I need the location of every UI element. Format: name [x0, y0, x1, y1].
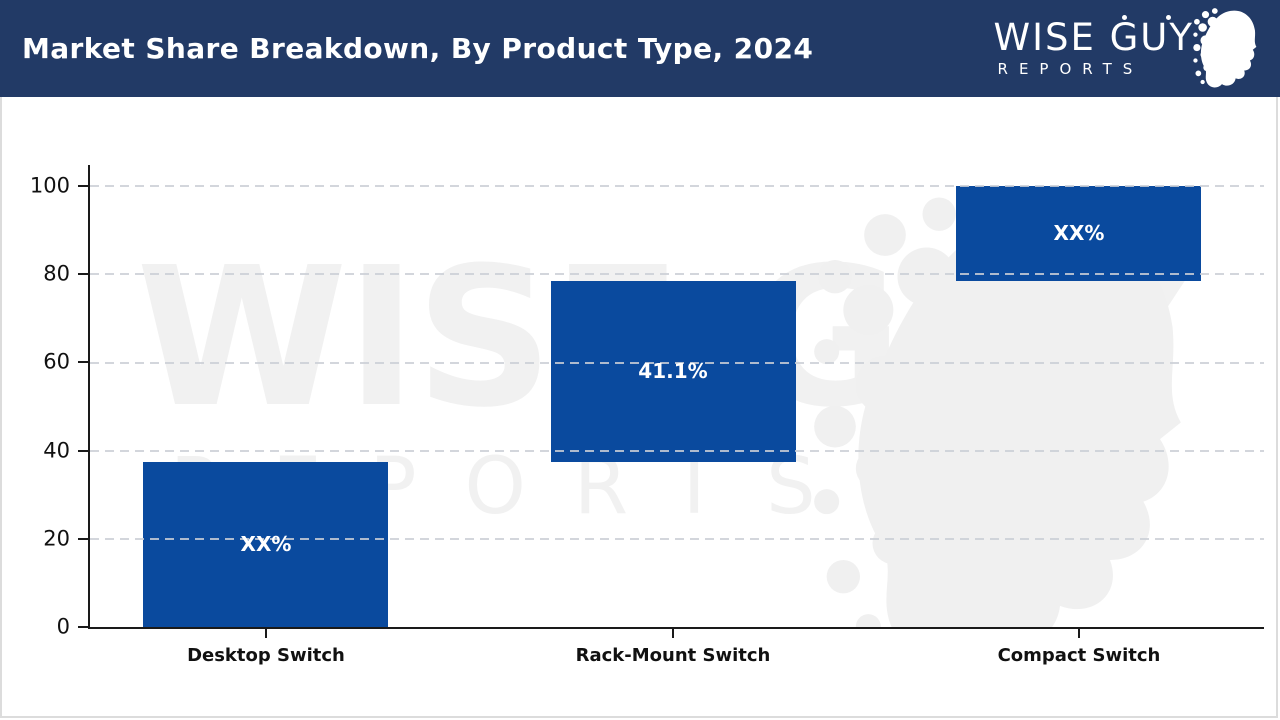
logo-u-dot-icon [1121, 15, 1127, 20]
gridline-40 [90, 449, 1264, 452]
bar-compact-switch [956, 186, 1202, 281]
logo-text: WISE GUY REPORTS [993, 15, 1194, 78]
logo-wordmark: WISE GUY [993, 16, 1194, 59]
bar-value-label: XX% [1053, 221, 1105, 246]
y-tick-mark [78, 449, 88, 452]
gridline-20 [90, 537, 1264, 540]
y-tick-mark [78, 273, 88, 276]
y-tick-label: 0 [56, 614, 70, 639]
gridline-100 [90, 185, 1264, 188]
gridline-60 [90, 361, 1264, 364]
y-tick-label: 80 [43, 261, 70, 286]
logo-subtext: REPORTS [997, 60, 1144, 78]
header-bar: Market Share Breakdown, By Product Type,… [0, 0, 1280, 97]
x-tick-mark [1077, 629, 1080, 638]
x-tick-mark [672, 629, 674, 638]
x-category-label: Desktop Switch [187, 645, 345, 666]
bar-rack-mount-switch [550, 280, 796, 462]
bar-value-label: 41.1% [638, 359, 708, 384]
gridline-80 [90, 273, 1264, 276]
x-category-label: Rack-Mount Switch [575, 645, 771, 666]
chart-plot-area: WISE GUY REPORTS XX%41.1%XX% 02040608010… [30, 165, 1264, 666]
x-category-label: Compact Switch [997, 645, 1161, 666]
x-tick-mark [264, 629, 267, 638]
wise-guy-logo: WISE GUY REPORTS [994, 6, 1266, 92]
y-tick-mark [78, 185, 88, 188]
page-title: Market Share Breakdown, By Product Type,… [22, 32, 814, 65]
logo-head-icon [1193, 7, 1257, 87]
y-tick-mark [78, 537, 88, 540]
y-tick-label: 60 [43, 349, 70, 374]
logo-y-dot-icon [1165, 15, 1171, 20]
plot-clip: WISE GUY REPORTS XX%41.1%XX% [90, 165, 1264, 627]
y-tick-label: 100 [29, 173, 70, 198]
y-tick-mark [78, 361, 88, 364]
y-tick-label: 20 [43, 526, 70, 551]
bar-desktop-switch [143, 461, 389, 627]
y-tick-mark [78, 626, 88, 628]
y-tick-label: 40 [43, 438, 70, 463]
bar-value-label: XX% [240, 532, 292, 557]
watermark-head-icon [814, 197, 1181, 627]
